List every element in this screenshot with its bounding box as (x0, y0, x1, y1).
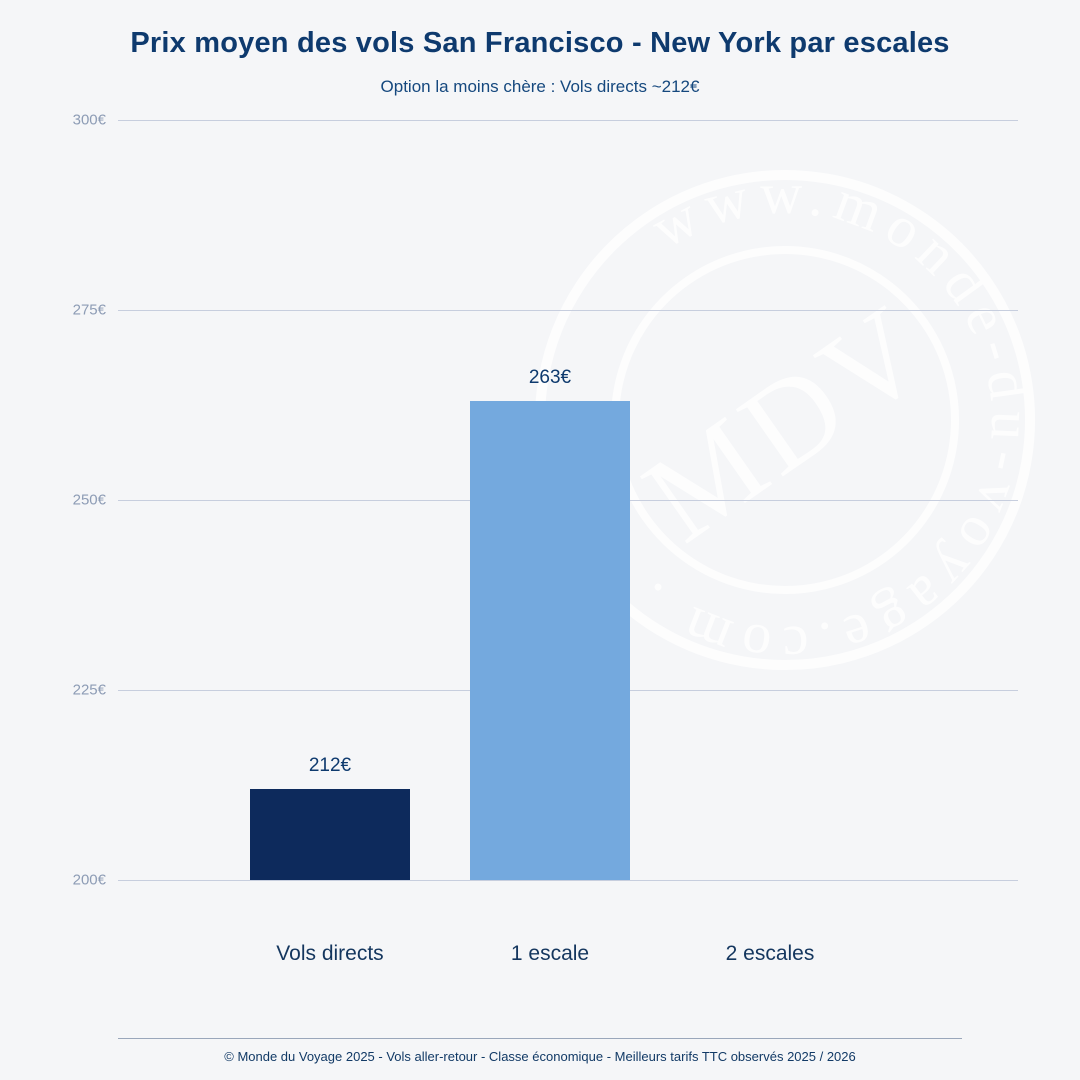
x-axis-labels: Vols directs 1 escale 2 escales (118, 942, 1018, 982)
bar-vols-directs (250, 788, 410, 880)
footer-text: © Monde du Voyage 2025 - Vols aller-reto… (224, 1049, 856, 1064)
gridline (118, 310, 1018, 311)
y-axis-tick-label: 275€ (72, 301, 106, 319)
plot-area: 200€ 225€ 250€ 275€ 300€ 212€ 263€ (73, 112, 1018, 889)
bar-1-escale (470, 401, 630, 880)
x-axis-label-vols-directs: Vols directs (276, 942, 384, 965)
y-axis-tick-label: 200€ (72, 871, 106, 889)
footer-divider (118, 1038, 962, 1039)
gridline (118, 880, 1018, 881)
y-axis-tick-label: 225€ (72, 681, 106, 699)
chart-title: Prix moyen des vols San Francisco - New … (130, 27, 950, 59)
bar-value-label-vols-directs: 212€ (308, 754, 352, 776)
x-axis-label-1-escale: 1 escale (510, 942, 590, 965)
chart-subtitle: Option la moins chère : Vols directs ~21… (380, 77, 700, 96)
gridline (118, 120, 1018, 121)
y-axis-tick-label: 250€ (72, 491, 106, 509)
x-axis-label-2-escales: 2 escales (725, 942, 815, 965)
y-axis-tick-label: 300€ (72, 111, 106, 129)
bar-value-label-1-escale: 263€ (528, 367, 572, 389)
